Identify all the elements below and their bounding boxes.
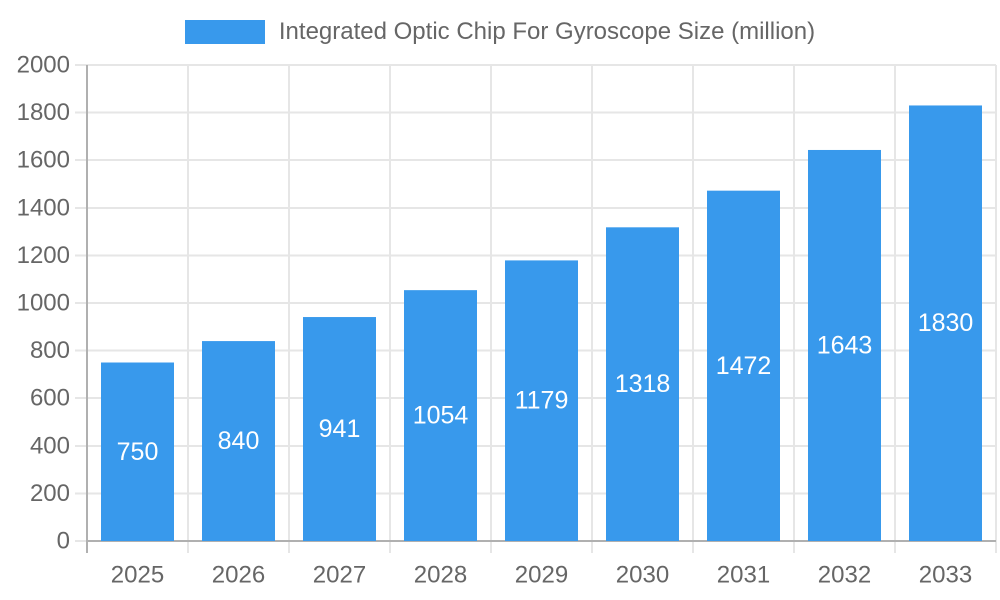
y-tick-label: 1800 (17, 99, 70, 126)
bar-value-label: 1179 (515, 387, 569, 415)
y-tick-label: 1200 (17, 242, 70, 269)
bar-value-label: 1472 (716, 352, 772, 380)
bar-2027[interactable] (303, 317, 376, 541)
x-tick-label: 2031 (717, 562, 770, 589)
y-tick-label: 0 (57, 528, 70, 555)
bar-value-label: 1830 (918, 309, 974, 337)
bar-2029[interactable] (505, 260, 578, 541)
x-tick-label: 2030 (616, 562, 669, 589)
x-tick-label: 2029 (515, 562, 568, 589)
bar-2028[interactable] (404, 290, 477, 541)
y-tick-label: 600 (30, 385, 70, 412)
y-tick-label: 2000 (17, 52, 70, 79)
bar-2032[interactable] (808, 149, 881, 541)
y-tick-label: 400 (30, 432, 70, 459)
bar-value-label: 1318 (615, 370, 671, 398)
bar-value-label: 1054 (413, 402, 469, 430)
x-tick-label: 2026 (212, 562, 265, 589)
bar-value-label: 941 (319, 415, 361, 443)
bar-2030[interactable] (606, 227, 679, 542)
x-tick-label: 2028 (414, 562, 467, 589)
x-tick-label: 2033 (919, 562, 972, 589)
bar-2026[interactable] (202, 341, 275, 541)
legend-swatch (184, 20, 265, 44)
y-tick-label: 1400 (17, 194, 70, 221)
y-tick-label: 1600 (17, 147, 70, 174)
y-tick-label: 800 (30, 337, 70, 364)
x-tick-label: 2025 (111, 562, 164, 589)
bar-value-label: 750 (117, 438, 159, 466)
x-tick-label: 2032 (818, 562, 871, 589)
legend-label: Integrated Optic Chip For Gyroscope Size… (278, 18, 816, 45)
bar-value-label: 1643 (817, 331, 873, 359)
x-tick-label: 2027 (313, 562, 366, 589)
y-tick-label: 1000 (17, 290, 70, 317)
bar-2033[interactable] (909, 105, 982, 542)
y-tick-label: 200 (30, 480, 70, 507)
bar-value-label: 840 (218, 427, 260, 455)
bar-2031[interactable] (707, 190, 780, 541)
legend-item[interactable]: Integrated Optic Chip For Gyroscope Size… (0, 20, 1000, 44)
bar-2025[interactable] (101, 362, 174, 542)
